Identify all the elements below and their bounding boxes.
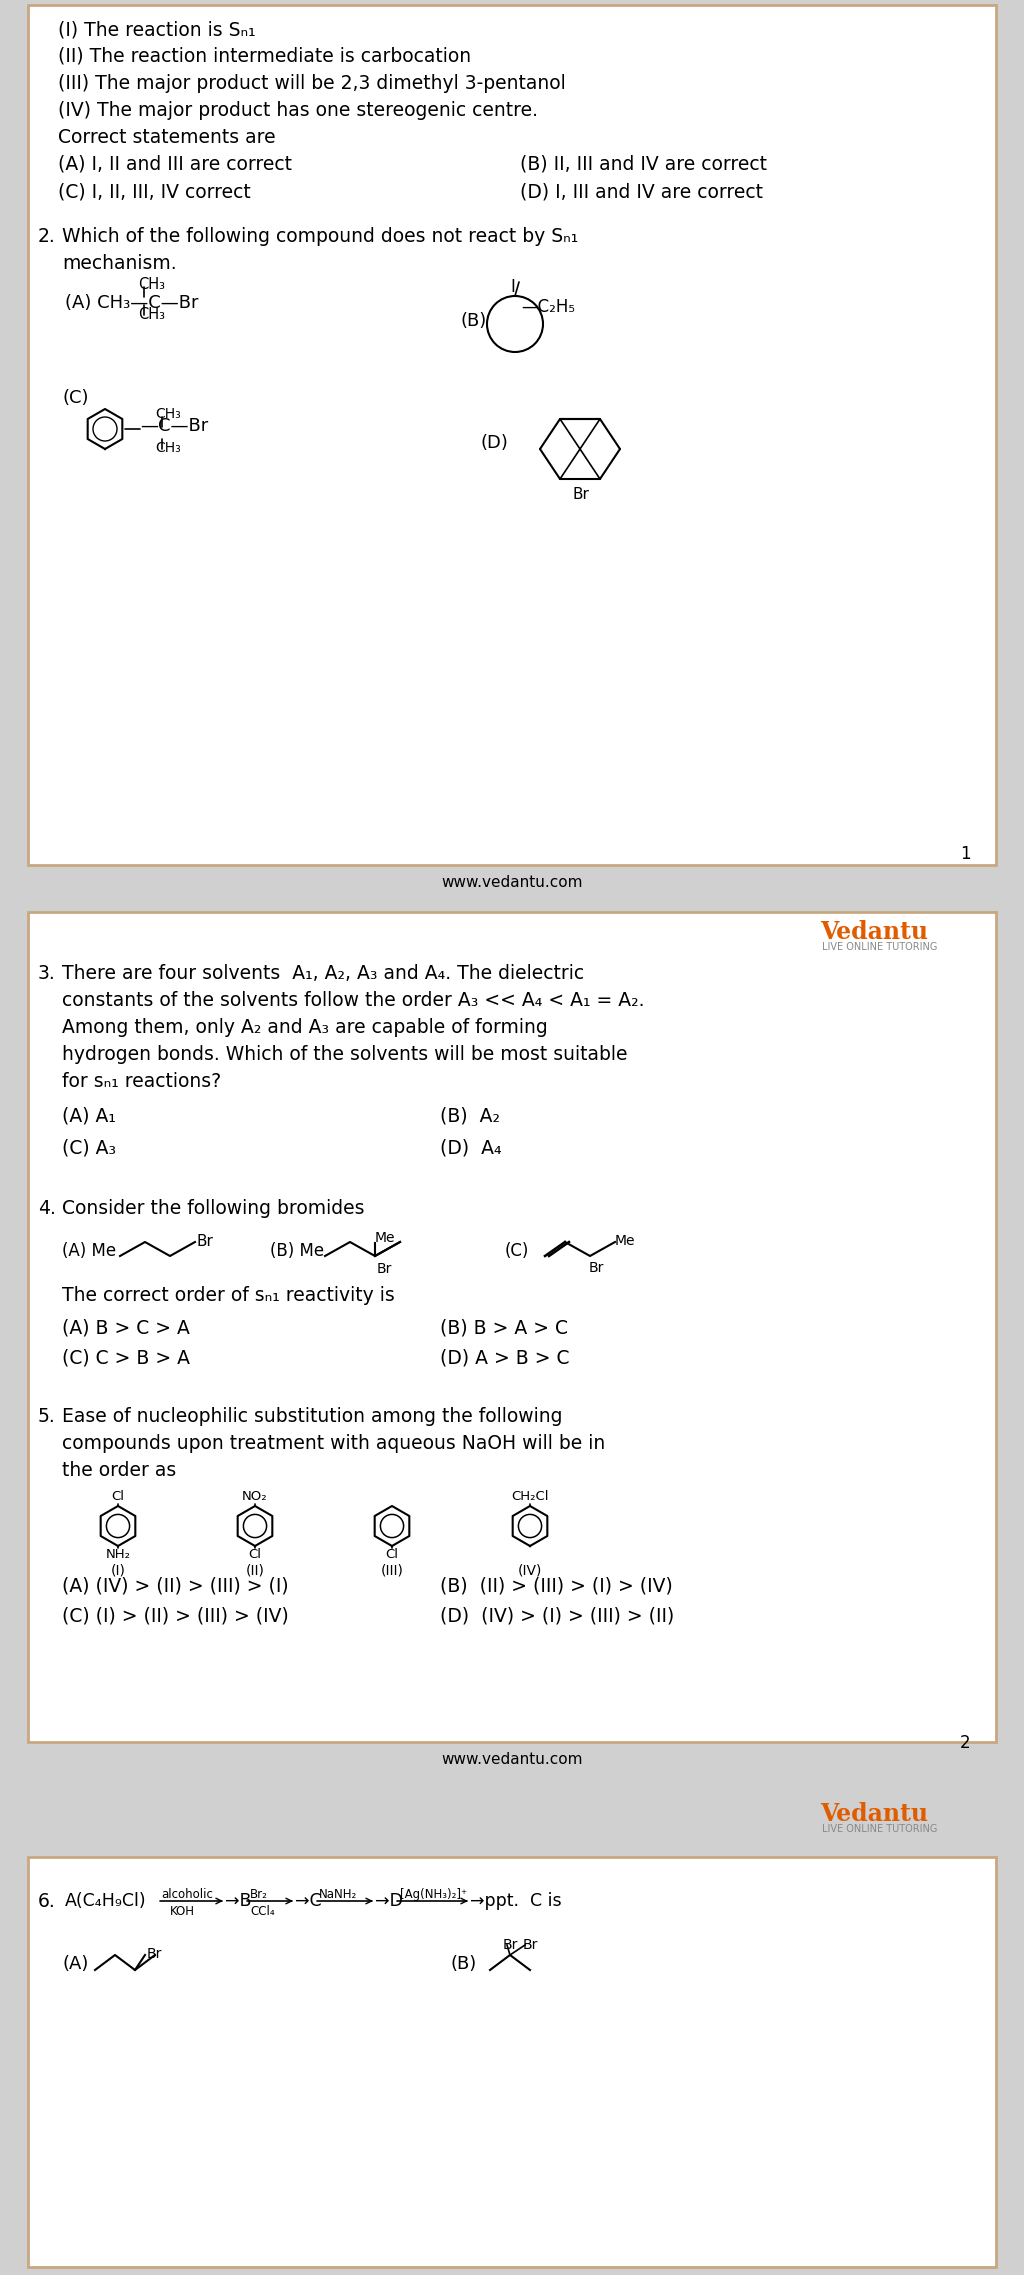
- Text: alcoholic: alcoholic: [161, 1888, 213, 1902]
- Text: CH₂Cl: CH₂Cl: [511, 1490, 549, 1504]
- Text: (B)  A₂: (B) A₂: [440, 1108, 500, 1126]
- Text: Vedantu: Vedantu: [820, 1802, 928, 1827]
- Text: CH₃: CH₃: [155, 441, 181, 455]
- Text: —C₂H₅: —C₂H₅: [521, 298, 575, 316]
- Text: (II) The reaction intermediate is carbocation: (II) The reaction intermediate is carboc…: [58, 48, 471, 66]
- Text: (A) Me: (A) Me: [62, 1242, 116, 1260]
- Text: (IV) The major product has one stereogenic centre.: (IV) The major product has one stereogen…: [58, 100, 538, 121]
- Text: Br: Br: [523, 1938, 539, 1952]
- Text: LIVE ONLINE TUTORING: LIVE ONLINE TUTORING: [822, 1825, 937, 1834]
- Text: hydrogen bonds. Which of the solvents will be most suitable: hydrogen bonds. Which of the solvents wi…: [62, 1044, 628, 1065]
- Text: CCl₄: CCl₄: [250, 1904, 274, 1918]
- Text: There are four solvents  A₁, A₂, A₃ and A₄. The dielectric: There are four solvents A₁, A₂, A₃ and A…: [62, 965, 584, 983]
- Text: Ease of nucleophilic substitution among the following: Ease of nucleophilic substitution among …: [62, 1406, 562, 1426]
- Text: Br: Br: [147, 1947, 163, 1961]
- Bar: [28, 912, 996, 1743]
- Text: (C) C > B > A: (C) C > B > A: [62, 1349, 190, 1367]
- Text: (A) B > C > A: (A) B > C > A: [62, 1317, 189, 1338]
- Text: KOH: KOH: [170, 1904, 195, 1918]
- Text: CH₃: CH₃: [138, 307, 165, 323]
- Text: CH₃: CH₃: [138, 278, 165, 291]
- Text: constants of the solvents follow the order A₃ << A₄ < A₁ = A₂.: constants of the solvents follow the ord…: [62, 992, 644, 1010]
- Text: —C—Br: —C—Br: [140, 416, 208, 435]
- Text: 1: 1: [961, 844, 971, 862]
- Text: for sₙ₁ reactions?: for sₙ₁ reactions?: [62, 1072, 221, 1092]
- Text: (C) A₃: (C) A₃: [62, 1138, 116, 1158]
- Text: (C) (I) > (II) > (III) > (IV): (C) (I) > (II) > (III) > (IV): [62, 1606, 289, 1627]
- Text: (B) B > A > C: (B) B > A > C: [440, 1317, 568, 1338]
- Text: The correct order of sₙ₁ reactivity is: The correct order of sₙ₁ reactivity is: [62, 1285, 394, 1306]
- Text: (C) I, II, III, IV correct: (C) I, II, III, IV correct: [58, 182, 251, 200]
- Text: LIVE ONLINE TUTORING: LIVE ONLINE TUTORING: [822, 942, 937, 951]
- Text: (B) Me: (B) Me: [270, 1242, 325, 1260]
- Text: 6.: 6.: [38, 1893, 55, 1911]
- Text: (B): (B): [450, 1954, 476, 1972]
- Text: www.vedantu.com: www.vedantu.com: [441, 1752, 583, 1768]
- Text: (A) (IV) > (II) > (III) > (I): (A) (IV) > (II) > (III) > (I): [62, 1577, 289, 1595]
- Text: (B)  (II) > (III) > (I) > (IV): (B) (II) > (III) > (I) > (IV): [440, 1577, 673, 1595]
- Text: Br₂: Br₂: [250, 1888, 268, 1902]
- Text: Br: Br: [589, 1260, 604, 1274]
- Text: (D)  A₄: (D) A₄: [440, 1138, 502, 1158]
- Text: (D): (D): [480, 435, 508, 453]
- Text: (I): (I): [111, 1563, 125, 1579]
- Text: mechanism.: mechanism.: [62, 255, 176, 273]
- Text: compounds upon treatment with aqueous NaOH will be in: compounds upon treatment with aqueous Na…: [62, 1433, 605, 1454]
- Text: I: I: [510, 278, 515, 296]
- Text: (III) The major product will be 2,3 dimethyl 3-pentanol: (III) The major product will be 2,3 dime…: [58, 75, 565, 93]
- Text: (C): (C): [62, 389, 88, 407]
- Text: (D)  (IV) > (I) > (III) > (II): (D) (IV) > (I) > (III) > (II): [440, 1606, 674, 1627]
- Text: (A): (A): [62, 1954, 88, 1972]
- Text: (B) II, III and IV are correct: (B) II, III and IV are correct: [520, 155, 767, 173]
- Text: (B): (B): [460, 312, 486, 330]
- Text: (D) I, III and IV are correct: (D) I, III and IV are correct: [520, 182, 763, 200]
- Bar: [28, 1856, 996, 2266]
- Text: NO₂: NO₂: [243, 1490, 268, 1504]
- Text: (I) The reaction is Sₙ₁: (I) The reaction is Sₙ₁: [58, 20, 256, 39]
- Text: Br: Br: [572, 487, 589, 503]
- Text: NaNH₂: NaNH₂: [319, 1888, 357, 1902]
- Text: 2.: 2.: [38, 228, 55, 246]
- Text: (C): (C): [505, 1242, 529, 1260]
- Text: Among them, only A₂ and A₃ are capable of forming: Among them, only A₂ and A₃ are capable o…: [62, 1017, 548, 1037]
- Bar: [0, 1768, 1024, 1781]
- Text: (II): (II): [246, 1563, 264, 1579]
- Text: the order as: the order as: [62, 1461, 176, 1481]
- Text: CH₃: CH₃: [155, 407, 181, 421]
- Text: (A) I, II and III are correct: (A) I, II and III are correct: [58, 155, 292, 173]
- Text: Cl: Cl: [112, 1490, 125, 1504]
- Text: (IV): (IV): [518, 1563, 542, 1579]
- Text: NH₂: NH₂: [105, 1547, 130, 1561]
- Text: A(C₄H₉Cl): A(C₄H₉Cl): [65, 1893, 146, 1911]
- Text: Br: Br: [196, 1233, 213, 1249]
- Text: Which of the following compound does not react by Sₙ₁: Which of the following compound does not…: [62, 228, 579, 246]
- Text: (A) A₁: (A) A₁: [62, 1108, 116, 1126]
- Text: Vedantu: Vedantu: [820, 919, 928, 944]
- Text: Br: Br: [503, 1938, 518, 1952]
- Text: →D: →D: [375, 1893, 402, 1911]
- Text: Cl: Cl: [385, 1547, 398, 1561]
- Text: Me: Me: [615, 1233, 636, 1249]
- Text: Br: Br: [377, 1263, 392, 1276]
- Text: 3.: 3.: [38, 965, 55, 983]
- Text: →B: →B: [225, 1893, 252, 1911]
- Bar: [28, 5, 996, 864]
- Text: Cl: Cl: [249, 1547, 261, 1561]
- Text: 5.: 5.: [38, 1406, 55, 1426]
- Text: Me: Me: [375, 1231, 395, 1244]
- Text: →ppt.  C is: →ppt. C is: [470, 1893, 561, 1911]
- Text: Correct statements are: Correct statements are: [58, 127, 275, 148]
- Text: www.vedantu.com: www.vedantu.com: [441, 876, 583, 890]
- Text: 2: 2: [961, 1734, 971, 1752]
- Text: [Ag(NH₃)₂]⁺: [Ag(NH₃)₂]⁺: [400, 1888, 467, 1902]
- Text: (III): (III): [381, 1563, 403, 1579]
- Text: (A) CH₃—C—Br: (A) CH₃—C—Br: [65, 293, 199, 312]
- Text: →C: →C: [295, 1893, 322, 1911]
- Text: 4.: 4.: [38, 1199, 56, 1217]
- Text: Consider the following bromides: Consider the following bromides: [62, 1199, 365, 1217]
- Text: (D) A > B > C: (D) A > B > C: [440, 1349, 569, 1367]
